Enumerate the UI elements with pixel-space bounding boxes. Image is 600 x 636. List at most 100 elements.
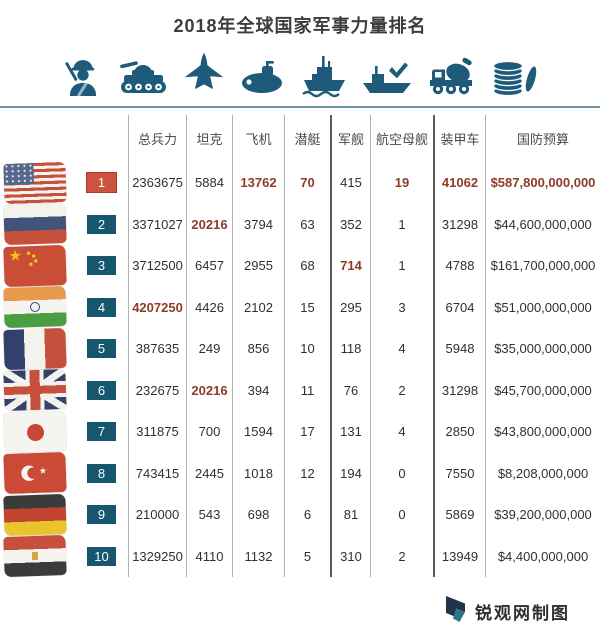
rank-badge: 6 <box>87 380 116 400</box>
flag-usa <box>3 161 67 204</box>
flag-cell <box>0 452 75 495</box>
header-cell-tanks: 坦克 <box>186 115 232 162</box>
cell-warships: 714 <box>330 245 370 287</box>
divider-line <box>0 106 600 108</box>
flag-uk <box>3 369 67 412</box>
header-cell-aircraft-carriers: 航空母舰 <box>370 115 433 162</box>
rank-cell: 2 <box>75 204 128 246</box>
cell-aircraft-carriers: 1 <box>370 245 433 287</box>
cell-total-forces: 387635 <box>128 328 186 370</box>
rank-badge: 1 <box>86 172 117 194</box>
cell-total-forces: 311875 <box>128 411 186 453</box>
cell-aircraft-carriers: 3 <box>370 286 433 328</box>
credit-text: 锐观网制图 <box>475 603 570 623</box>
cell-defense-budget: $51,000,000,000 <box>485 286 600 328</box>
coins-icon <box>489 54 539 98</box>
header-cell-flags <box>0 115 75 162</box>
cell-armored-vehicles: 31298 <box>433 369 485 411</box>
cell-total-forces: 232675 <box>128 369 186 411</box>
cell-warships: 295 <box>330 286 370 328</box>
cell-submarines: 68 <box>284 245 330 287</box>
fighter-jet-icon <box>182 50 226 98</box>
rank-badge: 9 <box>87 505 116 525</box>
cell-aircraft: 856 <box>232 328 284 370</box>
rank-badge: 2 <box>87 214 116 234</box>
header-cell-submarines: 潜艇 <box>284 115 330 162</box>
cell-submarines: 15 <box>284 286 330 328</box>
cell-tanks: 4426 <box>186 286 232 328</box>
header-cell-rank <box>75 115 128 162</box>
military-icons-row <box>0 48 600 98</box>
cell-tanks: 5884 <box>186 162 232 204</box>
header-cell-armored-vehicles: 装甲车 <box>433 115 485 162</box>
cell-submarines: 11 <box>284 369 330 411</box>
cell-armored-vehicles: 5869 <box>433 494 485 536</box>
soldier-icon <box>62 52 104 98</box>
cell-defense-budget: $44,600,000,000 <box>485 203 600 245</box>
cell-warships: 76 <box>330 369 370 411</box>
cell-aircraft-carriers: 19 <box>370 162 433 204</box>
cell-defense-budget: $43,800,000,000 <box>485 411 600 453</box>
credit-logo-icon <box>444 595 467 627</box>
cell-warships: 352 <box>330 203 370 245</box>
cell-tanks: 6457 <box>186 245 232 287</box>
cell-armored-vehicles: 2850 <box>433 411 485 453</box>
rank-cell: 1 <box>75 162 128 204</box>
flag-cell <box>0 369 75 412</box>
rank-cell: 6 <box>75 370 128 412</box>
flag-cell <box>0 161 75 204</box>
cell-submarines: 5 <box>284 535 330 577</box>
cell-aircraft-carriers: 2 <box>370 535 433 577</box>
cell-aircraft: 1132 <box>232 535 284 577</box>
flag-china <box>3 244 67 287</box>
cell-total-forces: 210000 <box>128 494 186 536</box>
military-truck-icon <box>426 52 476 98</box>
cell-aircraft: 1594 <box>232 411 284 453</box>
flag-cell <box>0 203 75 246</box>
flag-germany <box>3 493 67 536</box>
rank-cell: 3 <box>75 245 128 287</box>
rank-badge: 8 <box>87 463 116 483</box>
cell-armored-vehicles: 6704 <box>433 286 485 328</box>
cell-aircraft-carriers: 4 <box>370 328 433 370</box>
cell-warships: 415 <box>330 162 370 204</box>
cell-submarines: 12 <box>284 452 330 494</box>
cell-total-forces: 3371027 <box>128 203 186 245</box>
cell-defense-budget: $8,208,000,000 <box>485 452 600 494</box>
cell-aircraft-carriers: 1 <box>370 203 433 245</box>
cell-submarines: 6 <box>284 494 330 536</box>
rank-cell: 7 <box>75 411 128 453</box>
header-cell-defense-budget: 国防预算 <box>485 115 600 162</box>
rank-cell: 8 <box>75 453 128 495</box>
cell-armored-vehicles: 4788 <box>433 245 485 287</box>
warship-icon <box>300 50 348 98</box>
cell-aircraft: 394 <box>232 369 284 411</box>
flag-cell <box>0 327 75 370</box>
rank-cell: 9 <box>75 494 128 536</box>
cell-aircraft: 698 <box>232 494 284 536</box>
aircraft-carrier-icon <box>361 54 413 98</box>
cell-total-forces: 743415 <box>128 452 186 494</box>
cell-aircraft: 2102 <box>232 286 284 328</box>
cell-submarines: 10 <box>284 328 330 370</box>
rank-badge: 7 <box>87 422 116 442</box>
header-cell-warships: 军舰 <box>330 115 370 162</box>
cell-warships: 81 <box>330 494 370 536</box>
cell-warships: 310 <box>330 535 370 577</box>
cell-total-forces: 4207250 <box>128 286 186 328</box>
cell-tanks: 700 <box>186 411 232 453</box>
cell-aircraft-carriers: 0 <box>370 494 433 536</box>
cell-total-forces: 1329250 <box>128 535 186 577</box>
header-cell-total-forces: 总兵力 <box>128 115 186 162</box>
cell-tanks: 20216 <box>186 369 232 411</box>
submarine-icon <box>239 54 287 98</box>
flag-cell <box>0 493 75 536</box>
flag-cell <box>0 410 75 453</box>
cell-submarines: 17 <box>284 411 330 453</box>
footer: 锐观网制图 <box>0 595 600 627</box>
flag-cell <box>0 286 75 329</box>
cell-warships: 194 <box>330 452 370 494</box>
cell-defense-budget: $35,000,000,000 <box>485 328 600 370</box>
cell-aircraft: 2955 <box>232 245 284 287</box>
